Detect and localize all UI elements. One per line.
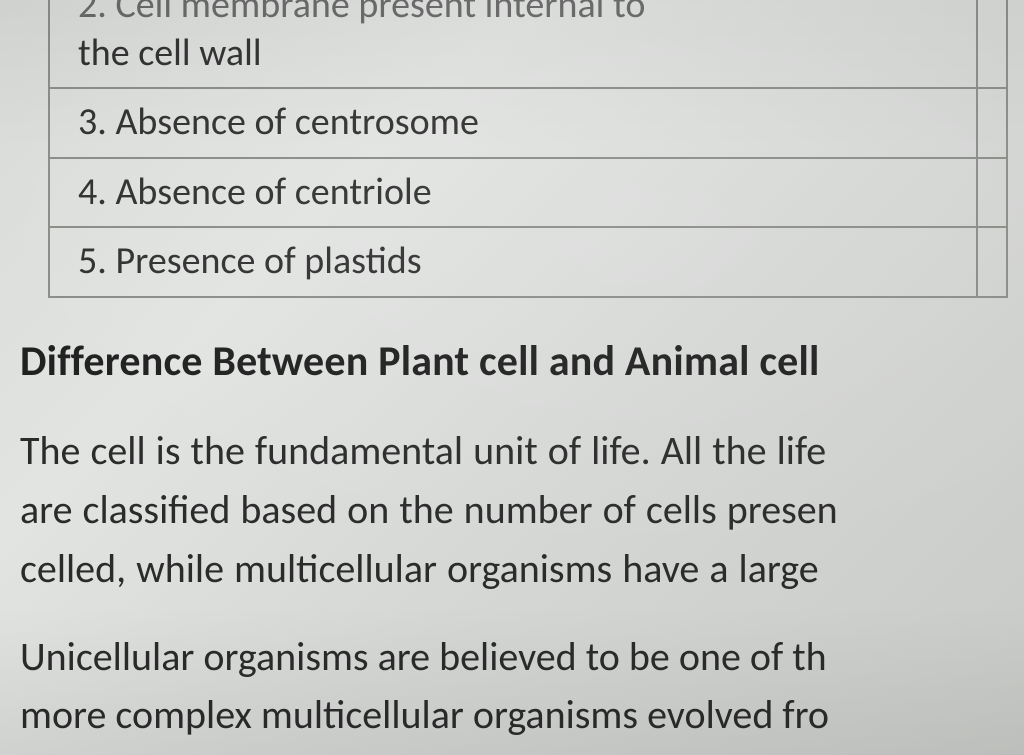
- cell-text: 5. Presence of plastids: [78, 238, 422, 284]
- cell-text-bottom: the cell wall: [78, 30, 262, 76]
- cell-text: 3. Absence of centrosome: [78, 99, 479, 145]
- para1-line1: The cell is the fundamental unit of life…: [20, 426, 826, 475]
- section-heading: Difference Between Plant cell and Animal…: [20, 336, 1024, 387]
- table-cell: 5. Presence of plastids: [49, 227, 977, 297]
- table-cell: 2. Cell membrane present internal to the…: [49, 0, 977, 88]
- cell-text-top: 2. Cell membrane present internal to: [78, 0, 645, 28]
- table-row: 4. Absence of centriole: [49, 158, 1007, 228]
- table-row: 3. Absence of centrosome: [49, 88, 1007, 158]
- table-cell-stub: [977, 88, 1007, 158]
- table-cell-stub: [977, 158, 1007, 228]
- table-cell: 4. Absence of centriole: [49, 158, 977, 228]
- para1-line2: are classified based on the number of ce…: [20, 485, 838, 534]
- scanned-page: 2. Cell membrane present internal to the…: [0, 0, 1024, 755]
- table-cell-stub: [977, 227, 1007, 297]
- table-row: 2. Cell membrane present internal to the…: [49, 0, 1007, 88]
- cell-text: 4. Absence of centriole: [78, 169, 432, 215]
- table-row: 5. Presence of plastids: [49, 227, 1007, 297]
- body-paragraph-2: Unicellular organisms are believed to be…: [20, 628, 1024, 744]
- table-cell-stub: [977, 0, 1007, 88]
- body-paragraph-1: The cell is the fundamental unit of life…: [20, 421, 1024, 599]
- para1-line3: celled, while multicellular organisms ha…: [20, 544, 819, 593]
- para2-line1: Unicellular organisms are believed to be…: [20, 632, 827, 681]
- table-cell: 3. Absence of centrosome: [49, 88, 977, 158]
- para2-line2: more complex multicellular organisms evo…: [20, 690, 829, 739]
- features-table: 2. Cell membrane present internal to the…: [48, 0, 1008, 298]
